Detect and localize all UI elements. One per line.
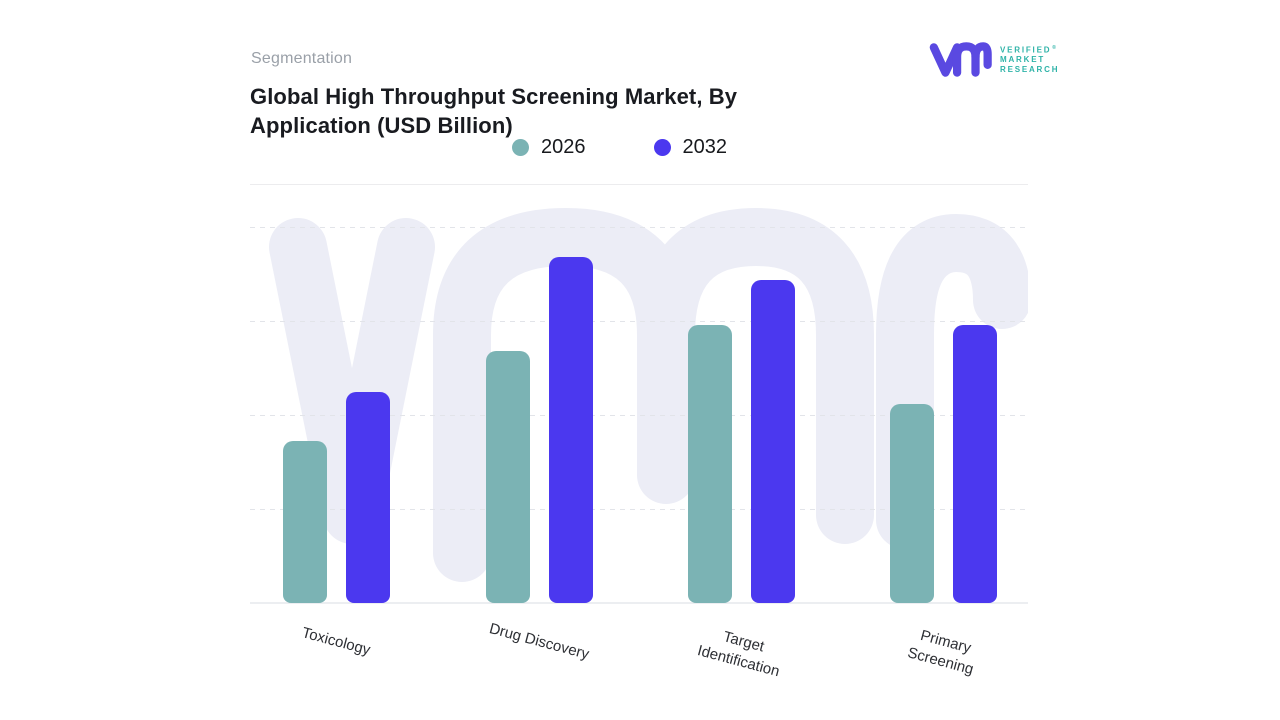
x-axis-label-target-identification: Target Identification	[695, 628, 782, 681]
legend-item-2026[interactable]: 2026	[512, 136, 586, 159]
legend-swatch-2032	[653, 139, 671, 156]
bar-2026-drug-discovery	[485, 351, 530, 603]
gridline	[250, 227, 1028, 228]
x-axis-line	[250, 602, 1028, 604]
bar-2026-primary-screening	[889, 404, 934, 603]
bar-2032-drug-discovery	[548, 257, 593, 603]
x-axis-label-primary-screening: Primary Screening	[905, 626, 976, 679]
x-axis-label-toxicology: Toxicology	[300, 624, 373, 659]
legend-swatch-2026	[512, 139, 529, 156]
bar-2032-toxicology	[345, 392, 390, 603]
legend-item-2032[interactable]: 2032	[653, 136, 728, 159]
chart-title-line2: Application (USD Billion)	[250, 113, 513, 138]
gridline	[250, 509, 1028, 510]
vmr-logo-text: VERIFIED® MARKET RESEARCH	[1000, 43, 1059, 76]
chart-legend: 2026 2032	[512, 136, 727, 159]
gridline	[250, 321, 1028, 322]
header-divider	[250, 184, 1028, 185]
segmentation-label: Segmentation	[251, 50, 353, 67]
bar-2032-primary-screening	[952, 325, 997, 603]
chart-title: Global High Throughput Screening Market,…	[250, 82, 737, 140]
bar-2026-toxicology	[282, 441, 327, 603]
bar-2032-target-identification	[750, 280, 795, 603]
legend-label-2026: 2026	[541, 136, 586, 158]
vmr-logo: VERIFIED® MARKET RESEARCH	[928, 37, 1059, 81]
x-axis-label-drug-discovery: Drug Discovery	[487, 620, 591, 663]
gridline	[250, 415, 1028, 416]
chart-title-line1: Global High Throughput Screening Market,…	[250, 84, 738, 109]
registered-mark: ®	[1052, 44, 1056, 51]
legend-label-2032: 2032	[682, 136, 728, 158]
logo-word-research: RESEARCH	[1000, 65, 1060, 75]
logo-word-market: MARKET	[1000, 55, 1046, 65]
vmr-monogram-icon	[929, 42, 992, 77]
bar-2026-target-identification	[687, 325, 732, 603]
logo-word-verified: VERIFIED®	[1000, 44, 1056, 55]
plot-area	[250, 185, 1028, 608]
